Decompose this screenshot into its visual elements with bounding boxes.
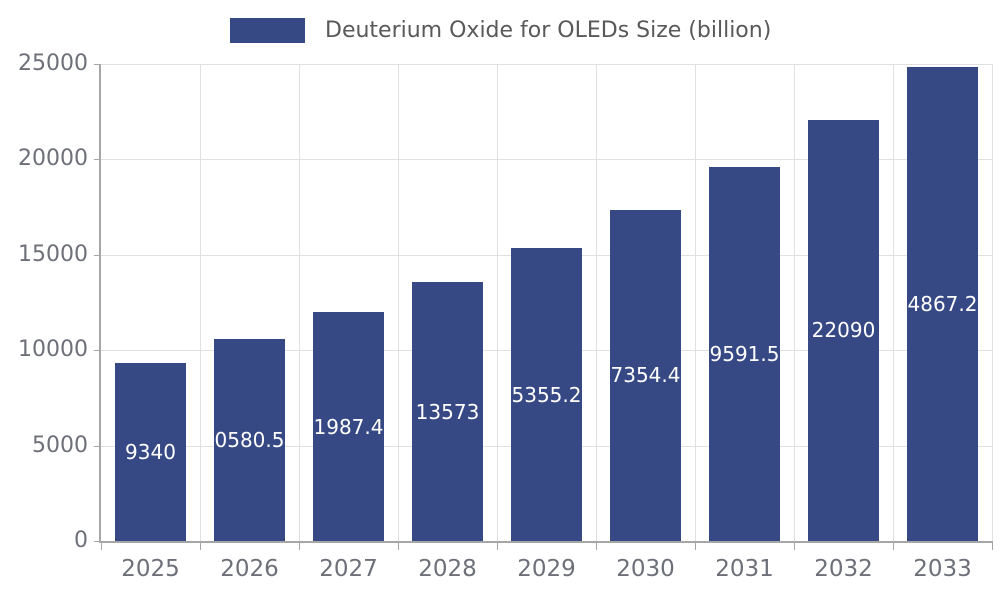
plot-area: 9340 10580.55 11987.45 13573 15355.25 17354.4… — [101, 64, 992, 541]
v-gridline — [596, 64, 597, 541]
y-tick-label: 5000 — [32, 432, 88, 458]
y-tick-mark — [94, 254, 101, 256]
bar-2031[interactable]: 19591.55 — [709, 167, 780, 541]
v-gridline — [299, 64, 300, 541]
y-tick-label: 20000 — [18, 146, 88, 172]
bar-value-label: 19591.55 — [709, 342, 780, 367]
y-tick-label: 10000 — [18, 337, 88, 363]
legend-swatch-icon — [230, 18, 305, 43]
y-tick-mark — [94, 350, 101, 352]
y-tick-mark — [94, 541, 101, 542]
x-tick-mark — [695, 543, 696, 550]
x-tick-label: 2031 — [715, 556, 774, 582]
x-tick-mark — [101, 543, 102, 550]
legend-label: Deuterium Oxide for OLEDs Size (billion) — [325, 18, 772, 43]
bar-value-label: 22090 — [811, 318, 876, 343]
y-tick-mark — [94, 64, 101, 65]
x-tick-label: 2027 — [319, 556, 378, 582]
x-tick-mark — [893, 543, 894, 550]
bar-2033[interactable]: 24867.25 — [907, 66, 978, 541]
h-gridline — [101, 159, 992, 161]
bar-2025[interactable]: 9340 — [115, 362, 186, 541]
x-tick-label: 2028 — [418, 556, 477, 582]
v-gridline — [794, 64, 795, 541]
bar-value-label: 13573 — [415, 399, 480, 424]
y-tick-mark — [94, 159, 101, 161]
bar-2028[interactable]: 13573 — [412, 282, 483, 541]
bar-value-label: 15355.25 — [511, 382, 582, 407]
v-gridline — [992, 64, 993, 541]
x-tick-mark — [299, 543, 300, 550]
x-tick-label: 2032 — [814, 556, 873, 582]
bar-2032[interactable]: 22090 — [808, 119, 879, 541]
bar-2027[interactable]: 11987.45 — [313, 312, 384, 541]
x-tick-mark — [596, 543, 597, 550]
v-gridline — [497, 64, 498, 541]
bar-value-label: 24867.25 — [907, 291, 978, 316]
v-gridline — [695, 64, 696, 541]
y-tick-mark — [94, 445, 101, 447]
bar-2030[interactable]: 17354.45 — [610, 209, 681, 541]
x-tick-mark — [794, 543, 795, 550]
x-tick-label: 2030 — [616, 556, 675, 582]
bar-2026[interactable]: 10580.55 — [214, 339, 285, 541]
v-gridline — [893, 64, 894, 541]
y-tick-label: 0 — [74, 528, 88, 553]
h-gridline — [101, 64, 992, 65]
y-tick-label: 25000 — [18, 51, 88, 76]
x-tick-label: 2029 — [517, 556, 576, 582]
x-tick-mark — [497, 543, 498, 550]
v-gridline — [200, 64, 201, 541]
bar-value-label: 10580.55 — [214, 428, 285, 453]
bar-value-label: 17354.45 — [610, 363, 681, 388]
x-tick-label: 2033 — [913, 556, 972, 582]
y-axis-line — [99, 64, 101, 543]
x-tick-label: 2026 — [220, 556, 279, 582]
y-tick-label: 15000 — [18, 241, 88, 267]
x-tick-mark — [200, 543, 201, 550]
bar-2029[interactable]: 15355.25 — [511, 248, 582, 541]
x-tick-label: 2025 — [121, 556, 180, 582]
x-tick-mark — [992, 543, 993, 550]
x-axis-line — [99, 541, 993, 543]
v-gridline — [398, 64, 399, 541]
x-tick-mark — [398, 543, 399, 550]
bar-value-label: 9340 — [125, 439, 176, 464]
legend[interactable]: Deuterium Oxide for OLEDs Size (billion) — [230, 18, 771, 43]
bar-value-label: 11987.45 — [313, 414, 384, 439]
